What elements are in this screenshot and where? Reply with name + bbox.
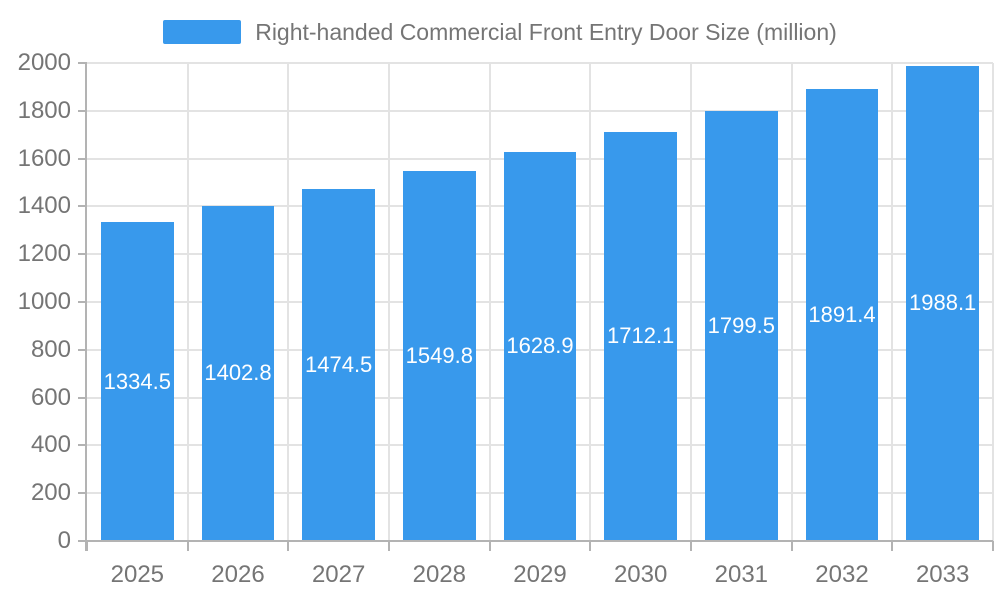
x-axis-tick-label: 2025 <box>110 561 165 588</box>
gridline-vertical <box>388 63 390 541</box>
legend[interactable]: Right-handed Commercial Front Entry Door… <box>0 18 1000 46</box>
gridline-vertical <box>488 63 491 541</box>
x-axis-tick-label: 2031 <box>714 561 769 588</box>
x-axis-tick-label: 2028 <box>412 561 467 588</box>
y-axis-tick-label: 2000 <box>17 49 71 76</box>
x-axis-tick <box>891 541 894 551</box>
bar-2032[interactable] <box>805 88 879 541</box>
y-axis-tick-label: 400 <box>30 431 71 459</box>
x-axis-tick-label: 2030 <box>613 561 668 588</box>
x-axis-line <box>78 540 993 542</box>
bar-2030[interactable] <box>604 131 677 541</box>
legend-swatch <box>163 20 242 44</box>
gridline-vertical <box>992 63 994 541</box>
y-axis-tick <box>78 540 87 542</box>
y-axis-tick-label: 1800 <box>17 96 71 124</box>
gridline-vertical <box>790 63 793 541</box>
y-axis-tick-label: 0 <box>57 527 71 554</box>
legend-label: Right-handed Commercial Front Entry Door… <box>255 19 837 45</box>
gridline-vertical <box>589 63 592 541</box>
y-axis-tick <box>78 157 87 160</box>
y-axis-tick-label: 800 <box>30 335 71 363</box>
bar-2025[interactable] <box>101 222 174 541</box>
x-axis-tick <box>388 541 390 551</box>
gridline-horizontal <box>87 62 993 64</box>
gridline-horizontal <box>87 109 993 112</box>
x-axis-tick <box>287 541 290 551</box>
x-axis-tick-label: 2033 <box>915 561 970 588</box>
bar-2026[interactable] <box>201 205 275 541</box>
bar-2033[interactable] <box>906 65 979 541</box>
y-axis-tick-label: 600 <box>30 383 71 411</box>
x-axis-tick-label: 2026 <box>211 561 265 588</box>
y-axis-tick <box>78 444 87 447</box>
x-axis-tick-label: 2027 <box>311 561 366 588</box>
x-axis-tick-label: 2032 <box>815 561 869 588</box>
y-axis-line <box>85 63 87 551</box>
gridline-vertical <box>891 63 894 541</box>
y-axis-tick-label: 1400 <box>17 192 71 220</box>
bar-2029[interactable] <box>503 151 577 541</box>
plot-area: 1334.5 1402.8 1474.5 1549.8 1628.9 1712.1 1799… <box>87 62 994 541</box>
gridline-vertical <box>690 63 692 541</box>
gridline-vertical <box>287 63 290 541</box>
y-axis-tick <box>78 348 87 351</box>
y-axis-tick-label: 1600 <box>17 144 71 172</box>
x-axis-tick <box>488 541 491 551</box>
bar-2031[interactable] <box>705 110 778 541</box>
y-axis-tick <box>78 205 87 208</box>
y-axis-tick-label: 1000 <box>17 288 71 315</box>
x-axis-tick <box>790 541 793 551</box>
x-axis-tick <box>86 541 88 551</box>
x-axis-tick <box>690 541 692 551</box>
x-axis-tick <box>186 541 189 551</box>
x-axis-tick <box>589 541 592 551</box>
x-axis-tick-label: 2029 <box>513 561 567 588</box>
bar-2027[interactable] <box>302 188 375 541</box>
bar-2028[interactable] <box>403 170 476 541</box>
y-axis-tick <box>78 396 87 399</box>
y-axis-tick <box>78 109 87 112</box>
y-axis-tick <box>78 62 87 64</box>
y-axis-tick-label: 1200 <box>17 240 71 268</box>
y-axis-tick-label: 200 <box>30 479 71 507</box>
gridline-vertical <box>186 63 189 541</box>
y-axis-tick <box>78 492 87 495</box>
y-axis-tick <box>78 301 87 303</box>
x-axis-tick <box>992 541 994 551</box>
y-axis-tick <box>78 253 87 256</box>
